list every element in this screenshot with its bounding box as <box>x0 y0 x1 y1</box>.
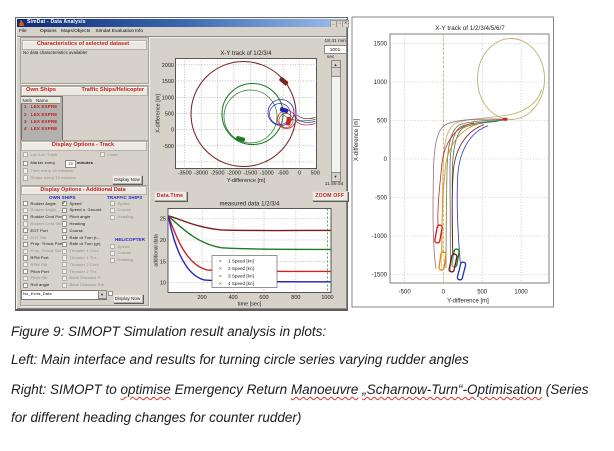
svg-text:1500: 1500 <box>374 42 388 48</box>
svg-text:1000: 1000 <box>514 290 528 296</box>
svg-text:0: 0 <box>384 157 388 163</box>
svg-text:1000: 1000 <box>374 80 388 86</box>
svg-text:X-difference [m]: X-difference [m] <box>354 119 360 162</box>
svg-text:X-Y track of 1/2/3/4/5/6/7: X-Y track of 1/2/3/4/5/6/7 <box>435 25 505 32</box>
svg-text:-500: -500 <box>399 290 412 296</box>
svg-text:Y-difference [m]: Y-difference [m] <box>447 299 489 305</box>
svg-text:-1500: -1500 <box>372 273 388 279</box>
svg-text:500: 500 <box>477 290 488 296</box>
svg-text:-1000: -1000 <box>372 234 388 240</box>
svg-text:-500: -500 <box>375 196 388 202</box>
svg-text:0: 0 <box>442 290 446 296</box>
svg-text:500: 500 <box>377 119 388 125</box>
